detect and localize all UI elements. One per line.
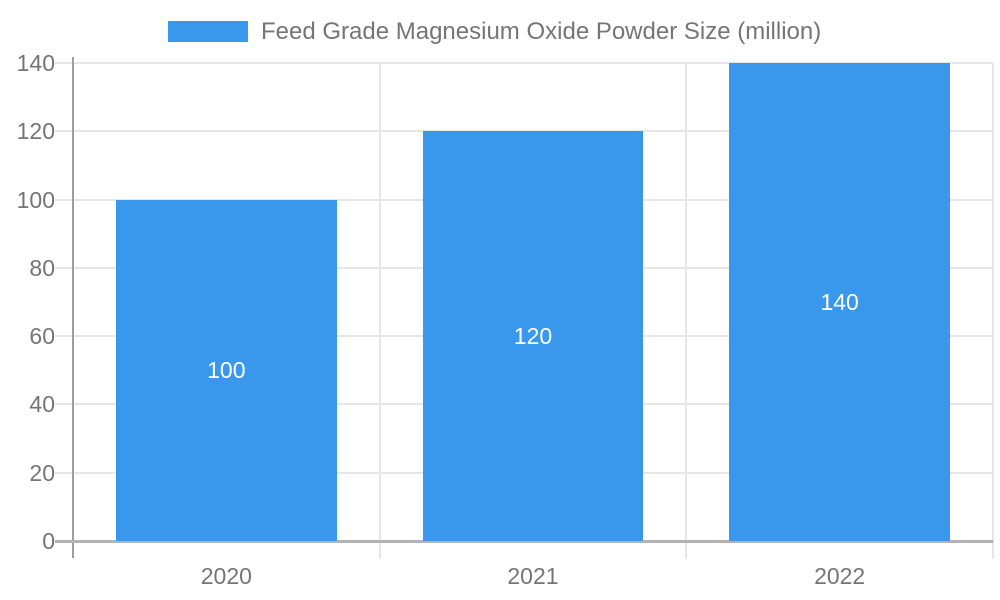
vertical-gridline — [685, 63, 688, 559]
bar-2020[interactable] — [115, 199, 337, 541]
y-axis-tick-label: 140 — [16, 50, 55, 76]
y-axis-tick-label: 80 — [29, 254, 55, 281]
x-axis-label: 2020 — [200, 563, 252, 589]
x-axis-label: 2021 — [507, 563, 559, 589]
bar-2021[interactable] — [422, 131, 644, 541]
chart-legend[interactable]: Feed Grade Magnesium Oxide Powder Size (… — [168, 18, 821, 45]
legend-label: Feed Grade Magnesium Oxide Powder Size (… — [261, 17, 822, 45]
y-axis-tick-label: 20 — [29, 459, 55, 486]
vertical-gridline — [378, 63, 381, 559]
vertical-gridline — [992, 63, 994, 559]
bar-2022[interactable] — [729, 63, 951, 541]
y-axis-tick-label: 100 — [16, 186, 55, 213]
y-axis-tick-label: 60 — [29, 323, 55, 350]
horizontal-gridline — [55, 62, 993, 64]
y-axis-tick-label: 120 — [16, 118, 55, 145]
legend-swatch-icon — [168, 21, 248, 42]
y-axis-tick-label: 0 — [42, 528, 55, 554]
y-axis-tick-label: 40 — [29, 391, 55, 418]
x-axis-label: 2022 — [814, 563, 866, 589]
x-axis-line — [55, 540, 993, 543]
y-axis-line — [72, 57, 74, 558]
